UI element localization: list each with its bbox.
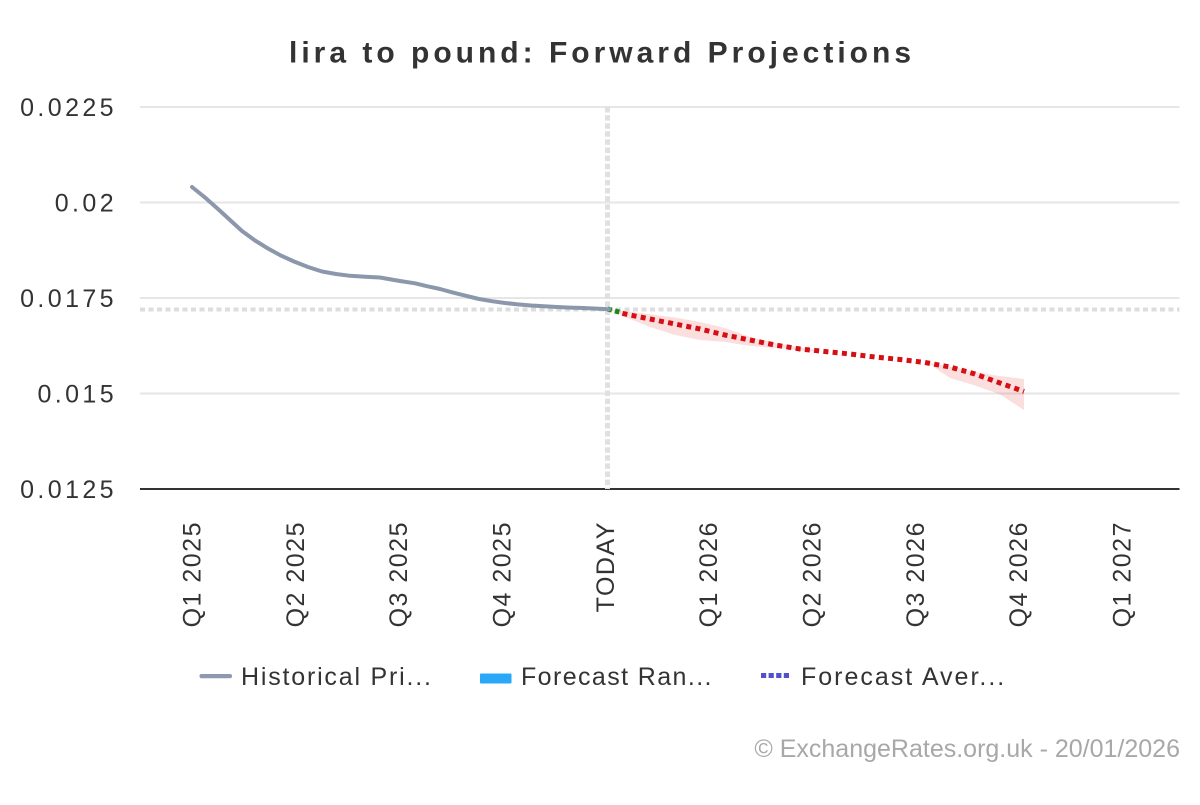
svg-text:0.02: 0.02: [55, 190, 117, 218]
svg-text:Q1 2025: Q1 2025: [179, 521, 207, 627]
svg-text:0.015: 0.015: [37, 381, 117, 409]
svg-text:Q2 2025: Q2 2025: [282, 521, 310, 627]
svg-text:© ExchangeRates.org.uk - 20/01: © ExchangeRates.org.uk - 20/01/2026: [754, 735, 1180, 763]
svg-text:Q1 2026: Q1 2026: [695, 521, 723, 627]
svg-text:Q1 2027: Q1 2027: [1108, 521, 1136, 627]
svg-text:0.0175: 0.0175: [20, 285, 117, 313]
svg-text:Forecast Ran...: Forecast Ran...: [521, 663, 713, 691]
svg-text:Historical Pri...: Historical Pri...: [241, 663, 433, 691]
svg-text:Q2 2026: Q2 2026: [798, 521, 826, 627]
svg-text:Q3 2026: Q3 2026: [902, 521, 930, 627]
svg-text:0.0225: 0.0225: [20, 94, 117, 122]
svg-text:Q4 2026: Q4 2026: [1005, 521, 1033, 627]
svg-text:Q3 2025: Q3 2025: [385, 521, 413, 627]
svg-text:lira to pound: Forward Project: lira to pound: Forward Projections: [289, 37, 915, 70]
svg-text:TODAY: TODAY: [592, 521, 620, 612]
svg-text:Q4 2025: Q4 2025: [489, 521, 517, 627]
svg-text:0.0125: 0.0125: [20, 476, 117, 504]
svg-text:Forecast Aver...: Forecast Aver...: [801, 663, 1006, 691]
